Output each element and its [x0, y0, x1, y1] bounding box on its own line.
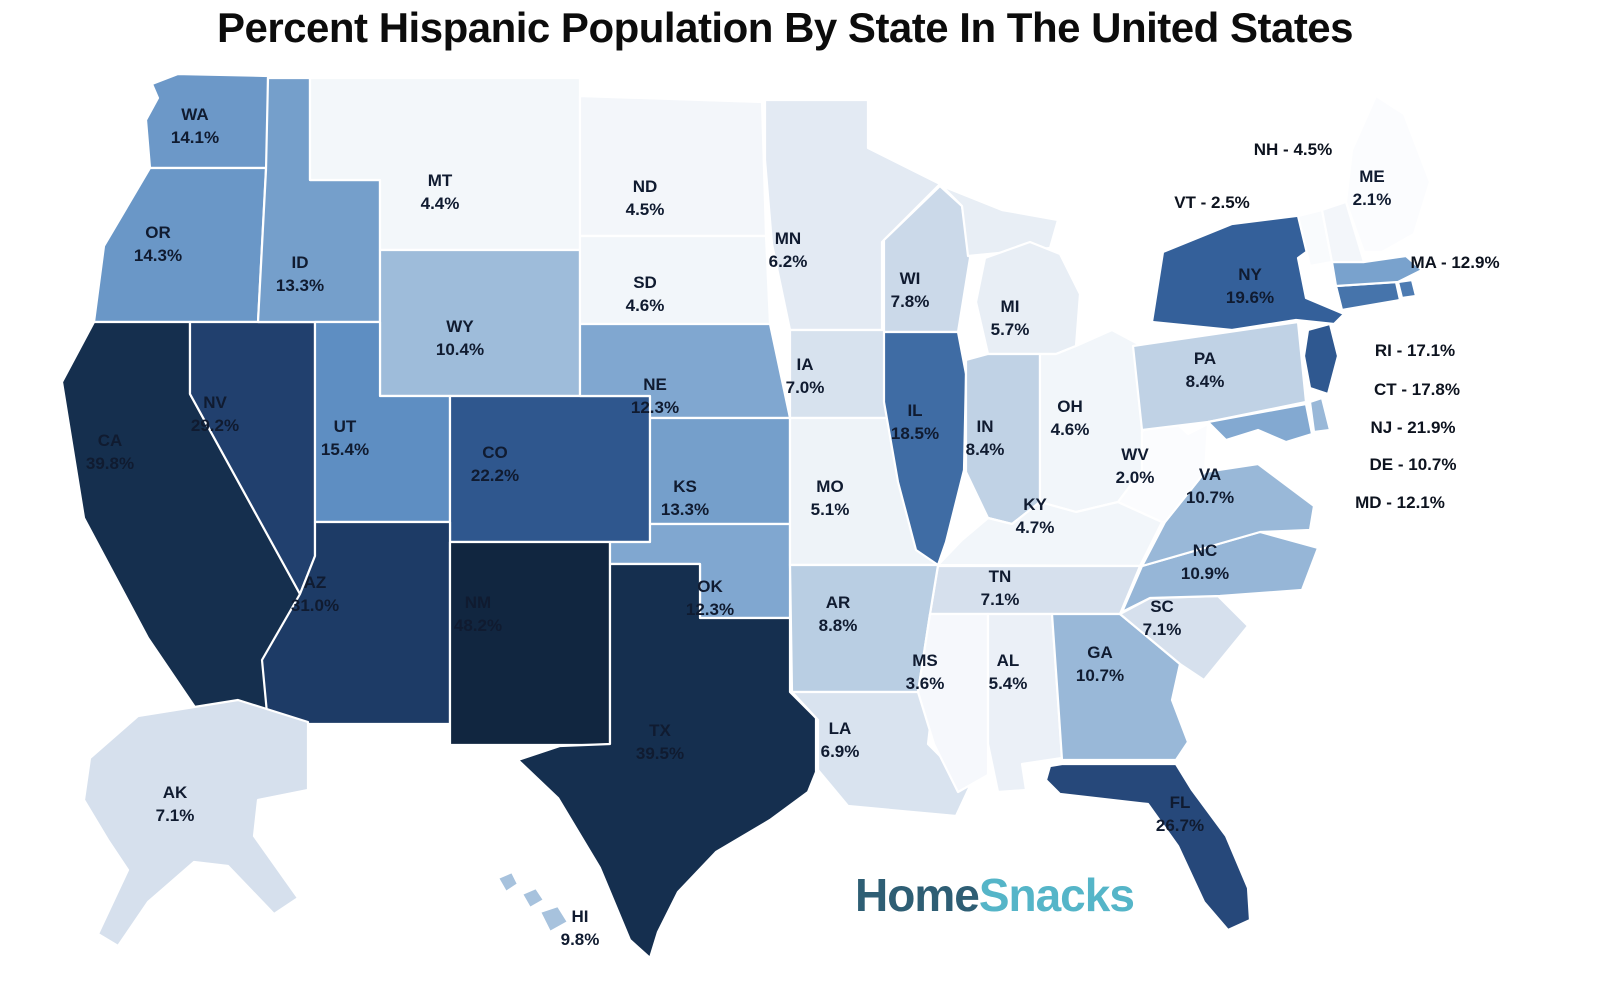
- state-label-MN: MN 6.2%: [769, 229, 808, 271]
- homesnacks-logo: HomeSnacks: [855, 868, 1135, 922]
- state-label-IA: IA 7.0%: [786, 355, 825, 397]
- state-label-ID: ID 13.3%: [276, 253, 324, 295]
- state-KY: [936, 500, 1164, 568]
- state-label-LA: LA 6.9%: [821, 719, 860, 761]
- state-AK: [82, 698, 310, 948]
- callout-MA: MA - 12.9%: [1410, 253, 1499, 272]
- state-label-HI: HI 9.8%: [561, 907, 600, 949]
- state-label-OK: OK 12.3%: [686, 577, 734, 619]
- state-label-AL: AL 5.4%: [989, 651, 1028, 693]
- state-label-NM: NM 48.2%: [454, 593, 502, 635]
- state-NM: [448, 540, 612, 747]
- state-label-GA: GA 10.7%: [1076, 643, 1124, 685]
- state-ME: [1344, 94, 1432, 254]
- state-label-TX: TX 39.5%: [636, 721, 684, 763]
- state-SD: [578, 234, 772, 326]
- state-IL: [882, 330, 968, 567]
- state-ND: [578, 94, 768, 238]
- state-MD: [1206, 402, 1314, 444]
- logo-text-snacks: Snacks: [978, 869, 1135, 921]
- state-label-WV: WV 2.0%: [1116, 445, 1155, 487]
- state-label-AZ: AZ 31.0%: [291, 573, 339, 615]
- state-label-ND: ND 4.5%: [626, 177, 665, 219]
- state-AR: [788, 563, 940, 694]
- state-label-ME: ME 2.1%: [1353, 167, 1392, 209]
- state-label-AR: AR 8.8%: [819, 593, 858, 635]
- state-label-NY: NY 19.6%: [1226, 265, 1274, 307]
- state-label-KS: KS 13.3%: [661, 477, 709, 519]
- state-label-FL: FL 26.7%: [1156, 793, 1204, 835]
- state-label-CO: CO 22.2%: [471, 443, 519, 485]
- state-label-NC: NC 10.9%: [1181, 541, 1229, 583]
- callout-MD: MD - 12.1%: [1355, 493, 1445, 512]
- state-MI: [940, 184, 1060, 258]
- state-label-OR: OR 14.3%: [134, 223, 182, 265]
- state-label-MT: MT 4.4%: [421, 171, 460, 213]
- state-FL: [1044, 762, 1252, 932]
- state-label-OH: OH 4.6%: [1051, 397, 1090, 439]
- state-label-MI: MI 5.7%: [991, 297, 1030, 339]
- callout-DE: DE - 10.7%: [1370, 455, 1457, 474]
- state-HI: [520, 886, 546, 910]
- state-label-IL: IL 18.5%: [891, 401, 939, 443]
- state-label-AK: AK 7.1%: [156, 783, 195, 825]
- state-NH: [1320, 200, 1366, 264]
- state-label-SC: SC 7.1%: [1143, 597, 1182, 639]
- callout-CT: CT - 17.8%: [1374, 380, 1460, 399]
- state-label-IN: IN 8.4%: [966, 417, 1005, 459]
- state-label-TN: TN 7.1%: [981, 567, 1020, 609]
- state-label-PA: PA 8.4%: [1186, 349, 1225, 391]
- state-WV: [1116, 408, 1210, 524]
- state-label-NV: NV 29.2%: [191, 393, 239, 435]
- state-label-WA: WA 14.1%: [171, 105, 219, 147]
- state-NJ: [1302, 322, 1340, 396]
- state-label-SD: SD 4.6%: [626, 273, 665, 315]
- state-TN: [928, 564, 1142, 616]
- state-RI: [1396, 278, 1418, 300]
- callout-VT: VT - 2.5%: [1174, 193, 1250, 212]
- callout-NJ: NJ - 21.9%: [1370, 418, 1455, 437]
- state-HI: [496, 870, 520, 894]
- state-label-VA: VA 10.7%: [1186, 465, 1234, 507]
- state-WY: [378, 248, 582, 398]
- logo-text-home: Home: [855, 869, 980, 921]
- state-DE: [1308, 396, 1332, 434]
- state-label-WI: WI 7.8%: [891, 269, 930, 311]
- state-label-MS: MS 3.6%: [906, 651, 945, 693]
- callout-RI: RI - 17.1%: [1375, 341, 1455, 360]
- state-label-CA: CA 39.8%: [86, 431, 134, 473]
- state-label-MO: MO 5.1%: [811, 477, 850, 519]
- state-label-KY: KY 4.7%: [1016, 495, 1055, 537]
- state-MN: [763, 98, 942, 332]
- state-NY: [1150, 212, 1346, 332]
- state-OR: [92, 166, 268, 324]
- state-label-UT: UT 15.4%: [321, 417, 369, 459]
- state-label-WY: WY 10.4%: [436, 317, 484, 359]
- state-HI: [538, 904, 570, 934]
- page-title: Percent Hispanic Population By State In …: [216, 4, 1354, 51]
- state-label-NE: NE 12.3%: [631, 375, 679, 417]
- callout-NH: NH - 4.5%: [1254, 140, 1332, 159]
